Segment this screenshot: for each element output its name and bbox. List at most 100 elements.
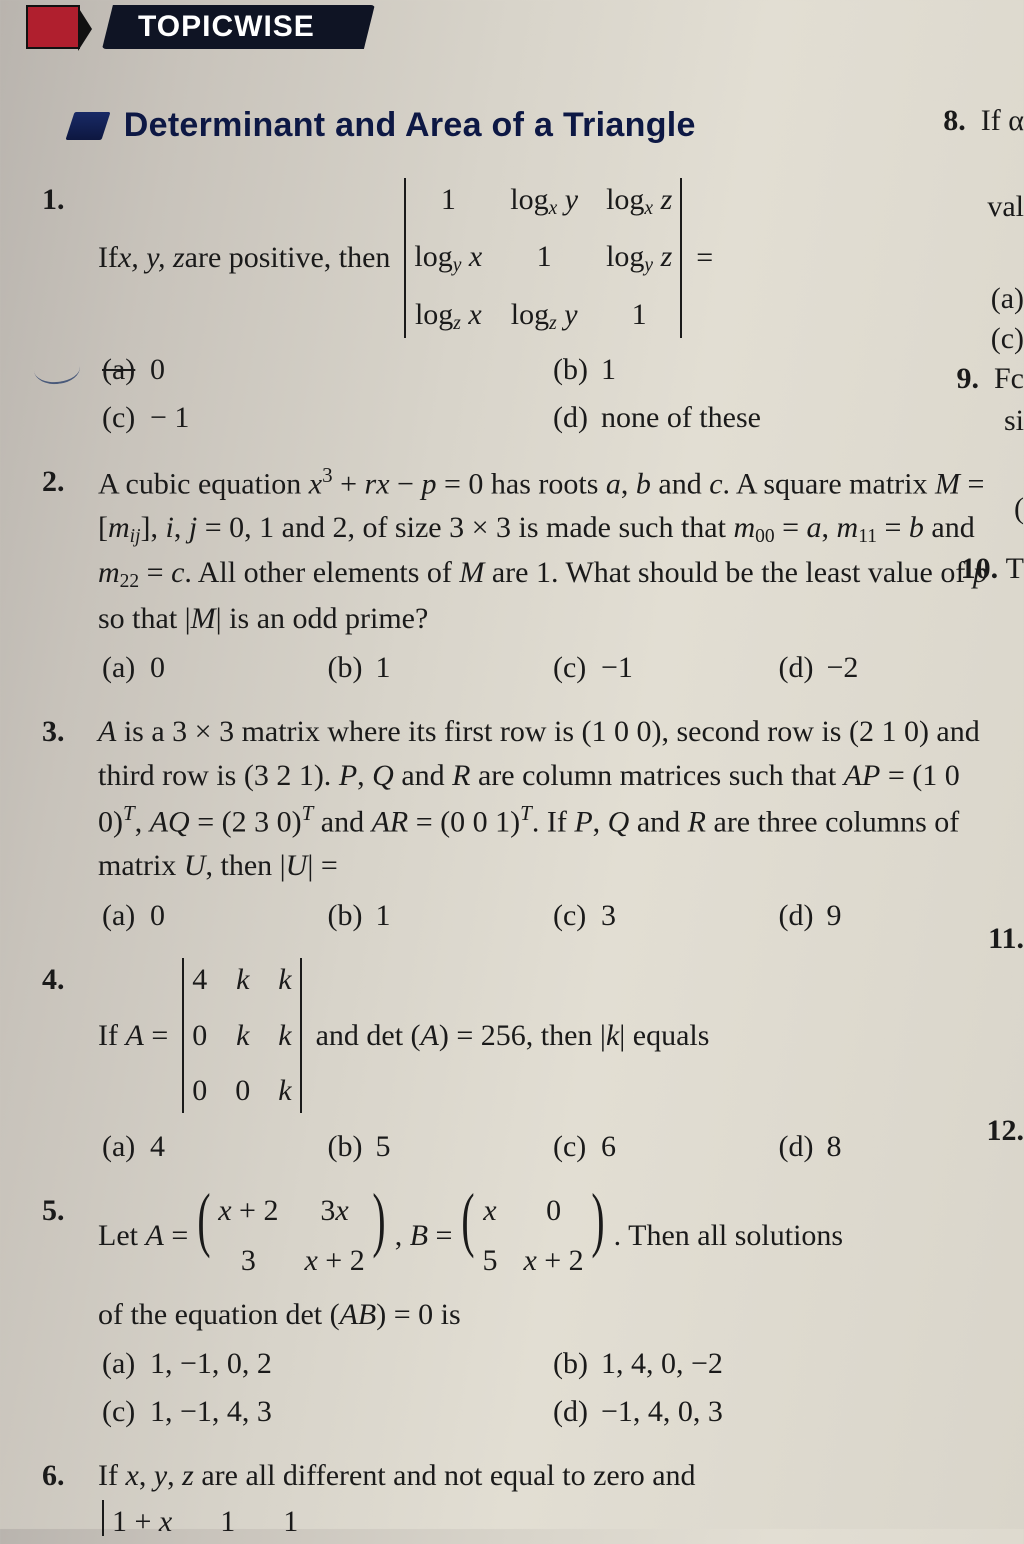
q5-mid: , B = <box>395 1214 453 1258</box>
q5-opt-b-label: (b) <box>553 1342 601 1386</box>
q5-opt-c: 1, −1, 4, 3 <box>150 1395 272 1428</box>
ribbon-text-fragment: TOPICWISE <box>138 10 315 44</box>
top-banner: TOPICWISE <box>0 0 1024 54</box>
q2-body: A cubic equation x3 + rx − p = 0 has roo… <box>98 460 1000 693</box>
q6-det-fragment: 1 + x11 <box>94 1500 298 1544</box>
q4-options: (a)4 (b)5 (c)6 (d)8 <box>98 1123 1000 1171</box>
q6-text: If x, y, z are all different and not equ… <box>98 1454 1000 1498</box>
q1-opt-b-label: (b) <box>553 348 601 392</box>
q4-lead: If A = <box>98 1014 168 1058</box>
q5-trail1: . Then all solutions <box>614 1214 843 1258</box>
q2-opt-d-label: (d) <box>779 646 827 690</box>
q2-text: A cubic equation x3 + rx − p = 0 has roo… <box>98 460 1000 641</box>
q2-options: (a)0 (b)1 (c)−1 (d)−2 <box>98 644 1000 692</box>
rm-si: si <box>1004 400 1024 442</box>
q4-opt-c: 6 <box>601 1130 616 1163</box>
banner-red-tab <box>26 5 80 49</box>
q5-opt-c-label: (c) <box>102 1390 150 1434</box>
rm-opc: (c) <box>991 318 1024 360</box>
q2-opt-a-label: (a) <box>102 646 150 690</box>
q3-text: A is a 3 × 3 matrix where its first row … <box>98 710 1000 888</box>
q4-opt-b: 5 <box>376 1130 391 1163</box>
q1-opt-c: − 1 <box>150 401 189 434</box>
q1-determinant: 1logx ylogx zlogy x1logy zlogz xlogz y1 <box>396 178 690 338</box>
q5-opt-a-label: (a) <box>102 1342 150 1386</box>
q3-opt-d-label: (d) <box>779 894 827 938</box>
heading-text: Determinant and Area of a Triangle <box>124 106 696 144</box>
banner-ribbon: TOPICWISE <box>102 5 375 49</box>
q4-opt-b-label: (b) <box>328 1125 376 1169</box>
q4-opt-c-label: (c) <box>553 1125 601 1169</box>
q5-number: 5. <box>40 1189 98 1436</box>
q3-number: 3. <box>40 710 98 940</box>
q4-determinant: 4kk0kk00k <box>174 958 309 1113</box>
rm-11: 11. <box>988 918 1024 960</box>
q2-opt-a: 0 <box>150 651 165 684</box>
q3-opt-a: 0 <box>150 899 165 932</box>
q1-equals: = <box>696 236 713 280</box>
q4-opt-a: 4 <box>150 1130 165 1163</box>
q2-opt-b-label: (b) <box>328 646 376 690</box>
q1-number: 1. <box>40 178 98 442</box>
q2-number: 2. <box>40 460 98 693</box>
q2-opt-d: −2 <box>827 651 859 684</box>
rm-val: val <box>987 186 1024 228</box>
rm-12: 12. <box>987 1110 1024 1152</box>
q3-body: A is a 3 × 3 matrix where its first row … <box>98 710 1000 940</box>
rm-10: 10. <box>961 552 999 585</box>
q4-opt-a-label: (a) <box>102 1125 150 1169</box>
q6-number: 6. <box>40 1454 98 1544</box>
question-4: 4. If A = 4kk0kk00k and det (A) = 256, t… <box>40 958 1000 1171</box>
q5-options: (a)1, −1, 0, 2 (b)1, 4, 0, −2 (c)1, −1, … <box>98 1340 1000 1436</box>
q2-opt-c: −1 <box>601 651 633 684</box>
q1-opt-d-label: (d) <box>553 396 601 440</box>
q4-opt-d: 8 <box>827 1130 842 1163</box>
q5-opt-d-label: (d) <box>553 1390 601 1434</box>
q4-number: 4. <box>40 958 98 1171</box>
rm-8-tail: If α <box>981 104 1024 137</box>
q5-trail2: of the equation det (AB) = 0 is <box>98 1293 1000 1337</box>
q1-opt-c-label: (c) <box>102 396 150 440</box>
q3-opt-a-label: (a) <box>102 894 150 938</box>
q1-mid: are positive, then <box>185 236 391 280</box>
q3-opt-c-label: (c) <box>553 894 601 938</box>
question-list: 1. If x, y, z are positive, then 1logx y… <box>40 160 1000 1544</box>
q3-options: (a)0 (b)1 (c)3 (d)9 <box>98 892 1000 940</box>
q5-opt-d: −1, 4, 0, 3 <box>601 1395 723 1428</box>
q5-lead: Let A = <box>98 1214 188 1258</box>
q1-det-grid: 1logx ylogx zlogy x1logy zlogz xlogz y1 <box>414 178 672 338</box>
question-6: 6. If x, y, z are all different and not … <box>40 1454 1000 1544</box>
q3-opt-b-label: (b) <box>328 894 376 938</box>
q5-matrix-A: (x + 23x3x + 2) <box>192 1189 390 1283</box>
q4-det-grid: 4kk0kk00k <box>192 958 291 1113</box>
section-heading: Determinant and Area of a Triangle <box>70 106 696 145</box>
q5-opt-b: 1, 4, 0, −2 <box>601 1347 723 1380</box>
q5-opt-a: 1, −1, 0, 2 <box>150 1347 272 1380</box>
question-2: 2. A cubic equation x3 + rx − p = 0 has … <box>40 460 1000 693</box>
q3-opt-b: 1 <box>376 899 391 932</box>
q5-matrix-B: (x05x + 2) <box>456 1189 609 1283</box>
q2-opt-b: 1 <box>376 651 391 684</box>
q1-options: (a)0 (b)1 (c)− 1 (d)none of these <box>98 346 1000 442</box>
question-5: 5. Let A = (x + 23x3x + 2) , B = (x05x +… <box>40 1189 1000 1436</box>
q3-opt-d: 9 <box>827 899 842 932</box>
question-1: 1. If x, y, z are positive, then 1logx y… <box>40 178 1000 442</box>
heading-bullet-icon <box>65 112 110 140</box>
q3-opt-c: 3 <box>601 899 616 932</box>
rm-9: 9. <box>957 362 980 395</box>
q1-vars: x, y, z <box>118 236 185 280</box>
q2-opt-c-label: (c) <box>553 646 601 690</box>
q4-trail: and det (A) = 256, then |k| equals <box>316 1014 710 1058</box>
rm-paren: ( <box>1014 488 1024 530</box>
q4-opt-d-label: (d) <box>779 1125 827 1169</box>
q1-opt-b: 1 <box>601 353 616 386</box>
q1-opt-a-label: (a) <box>102 348 150 392</box>
rm-9-tail: Fc <box>994 362 1024 395</box>
q1-opt-a: 0 <box>150 353 165 386</box>
q1-body: If x, y, z are positive, then 1logx ylog… <box>98 178 1000 442</box>
rm-8: 8. <box>943 104 966 137</box>
rm-opa: (a) <box>991 278 1024 320</box>
q6-body: If x, y, z are all different and not equ… <box>98 1454 1000 1544</box>
question-3: 3. A is a 3 × 3 matrix where its first r… <box>40 710 1000 940</box>
rm-10-tail: T <box>1006 552 1024 585</box>
